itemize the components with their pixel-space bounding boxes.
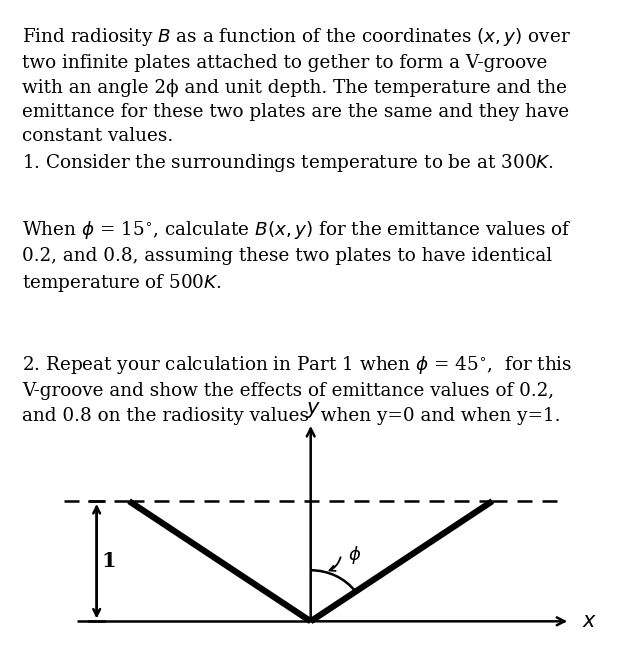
Text: 1: 1: [101, 551, 116, 571]
Text: 2. Repeat your calculation in Part 1 when $\phi$ = 45$^{\circ}$,  for this
V-gro: 2. Repeat your calculation in Part 1 whe…: [22, 354, 572, 424]
Text: $x$: $x$: [582, 612, 597, 631]
Text: $\phi$: $\phi$: [348, 544, 361, 566]
Text: Find radiosity $B$ as a function of the coordinates $(x, y)$ over
two infinite p: Find radiosity $B$ as a function of the …: [22, 26, 571, 175]
Text: When $\phi$ = 15$^{\circ}$, calculate $B(x, y)$ for the emittance values of
0.2,: When $\phi$ = 15$^{\circ}$, calculate $B…: [22, 219, 572, 295]
Text: $y$: $y$: [306, 400, 322, 420]
